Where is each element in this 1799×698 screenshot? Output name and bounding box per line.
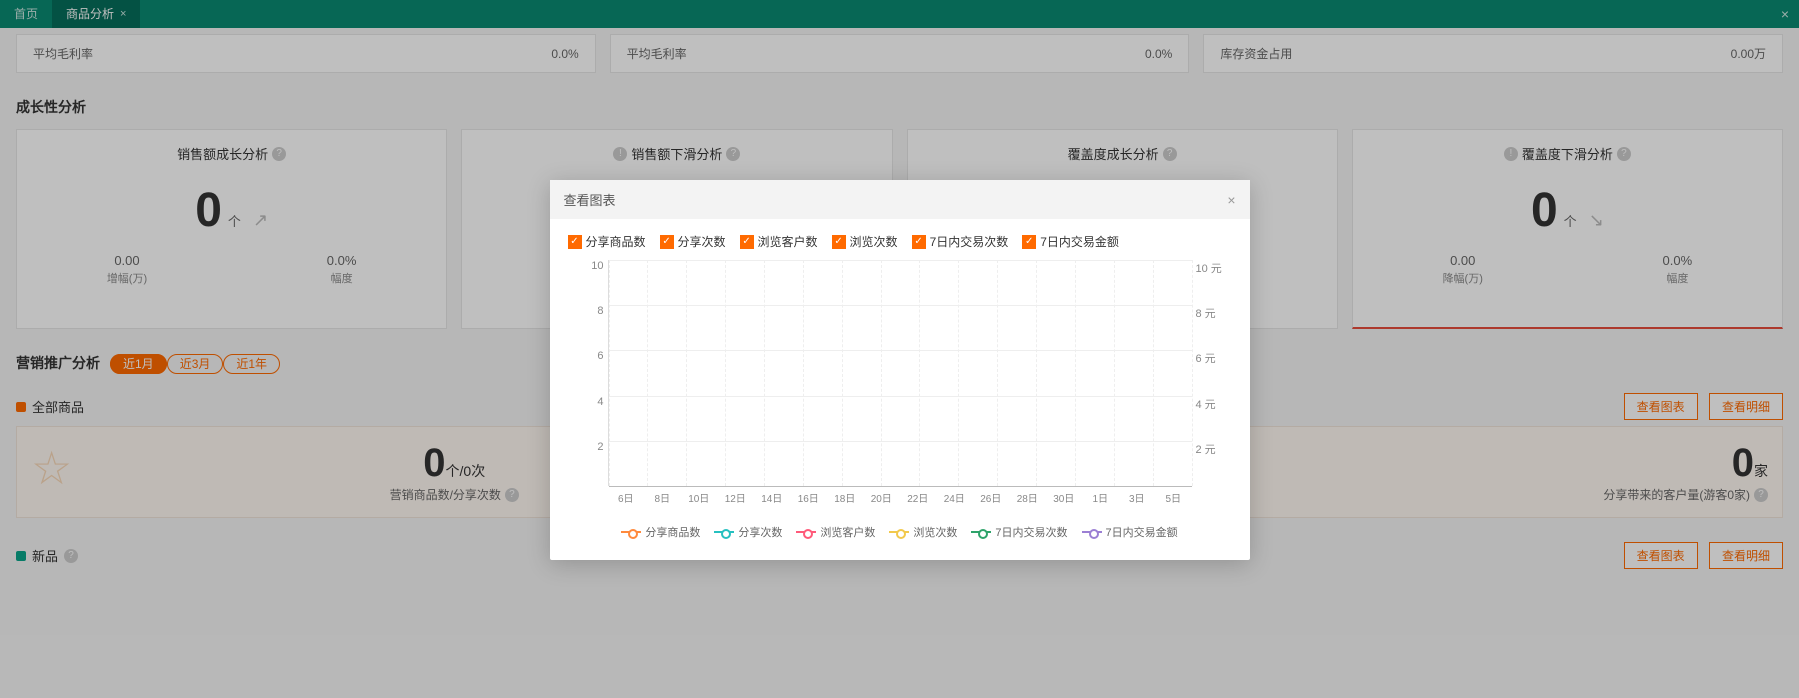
legend-label: 浏览客户数	[820, 524, 875, 540]
x-tick-label: 24日	[936, 490, 973, 510]
y-tick-label: 8 元	[1196, 305, 1232, 321]
x-tick-label: 8日	[644, 490, 681, 510]
checkbox-label: 7日内交易金额	[1040, 233, 1119, 250]
y-tick-label: 6 元	[1196, 350, 1232, 366]
checkbox-icon: ✓	[568, 235, 582, 249]
gridline	[764, 260, 765, 486]
y-tick-label: 4 元	[1196, 396, 1232, 412]
series-checkbox[interactable]: ✓ 分享次数	[660, 233, 726, 250]
gridline	[609, 260, 1192, 261]
checkbox-label: 浏览次数	[850, 233, 898, 250]
gridline	[725, 260, 726, 486]
checkbox-label: 7日内交易次数	[930, 233, 1009, 250]
gridline	[1153, 260, 1154, 486]
gridline	[919, 260, 920, 486]
y-tick-label: 10	[568, 260, 604, 272]
legend-swatch-icon	[971, 527, 991, 537]
x-tick-label: 1日	[1082, 490, 1119, 510]
gridline	[1036, 260, 1037, 486]
series-checkbox[interactable]: ✓ 浏览次数	[832, 233, 898, 250]
legend-label: 7日内交易次数	[995, 524, 1067, 540]
series-checkbox[interactable]: ✓ 7日内交易金额	[1022, 233, 1119, 250]
x-tick-label: 16日	[790, 490, 827, 510]
modal-header: 查看图表 ×	[550, 180, 1250, 219]
legend-label: 分享次数	[738, 524, 782, 540]
legend-label: 浏览次数	[913, 524, 957, 540]
legend-swatch-icon	[1082, 527, 1102, 537]
checkbox-label: 分享次数	[678, 233, 726, 250]
x-tick-label: 3日	[1119, 490, 1156, 510]
checkbox-icon: ✓	[1022, 235, 1036, 249]
gridline	[686, 260, 687, 486]
x-tick-label: 28日	[1009, 490, 1046, 510]
x-tick-label: 26日	[973, 490, 1010, 510]
gridline	[609, 305, 1192, 306]
close-icon[interactable]: ×	[1227, 192, 1235, 208]
line-chart: 10 8 6 4 2 10 元 8 元 6 元 4 元 2 元 6日8日10日12日14日16日…	[568, 260, 1232, 510]
legend-label: 7日内交易金额	[1106, 524, 1178, 540]
plot-area	[608, 260, 1192, 486]
legend-swatch-icon	[796, 527, 816, 537]
legend-swatch-icon	[621, 527, 641, 537]
legend-item[interactable]: 分享商品数	[621, 524, 700, 540]
modal-overlay[interactable]: 查看图表 × ✓ 分享商品数 ✓ 分享次数 ✓ 浏览客户数 ✓ 浏览次数 ✓ 7日内交易次数 ✓ 7日…	[0, 0, 1799, 698]
legend-swatch-icon	[714, 527, 734, 537]
gridline	[609, 396, 1192, 397]
y-axis-left: 10 8 6 4 2	[568, 260, 604, 486]
gridline	[1114, 260, 1115, 486]
gridline	[1192, 260, 1193, 486]
x-tick-label: 5日	[1155, 490, 1192, 510]
modal-title: 查看图表	[564, 190, 616, 209]
checkbox-label: 分享商品数	[586, 233, 646, 250]
checkbox-icon: ✓	[660, 235, 674, 249]
legend-label: 分享商品数	[645, 524, 700, 540]
series-checkbox[interactable]: ✓ 分享商品数	[568, 233, 646, 250]
checkbox-label: 浏览客户数	[758, 233, 818, 250]
gridline	[609, 441, 1192, 442]
y-tick-label: 2	[568, 441, 604, 453]
legend-item[interactable]: 7日内交易金额	[1082, 524, 1178, 540]
gridline	[997, 260, 998, 486]
legend-item[interactable]: 分享次数	[714, 524, 782, 540]
x-tick-label: 20日	[863, 490, 900, 510]
series-checkbox-row: ✓ 分享商品数 ✓ 分享次数 ✓ 浏览客户数 ✓ 浏览次数 ✓ 7日内交易次数 ✓ 7日内交易金额	[568, 233, 1232, 250]
gridline	[881, 260, 882, 486]
y-tick-label: 2 元	[1196, 441, 1232, 457]
gridline	[958, 260, 959, 486]
series-checkbox[interactable]: ✓ 7日内交易次数	[912, 233, 1009, 250]
chart-modal: 查看图表 × ✓ 分享商品数 ✓ 分享次数 ✓ 浏览客户数 ✓ 浏览次数 ✓ 7日内交易次数 ✓ 7日…	[550, 180, 1250, 560]
y-tick-label: 10 元	[1196, 260, 1232, 276]
legend-swatch-icon	[889, 527, 909, 537]
y-tick-label: 4	[568, 396, 604, 408]
y-tick-label: 6	[568, 350, 604, 362]
gridline	[842, 260, 843, 486]
checkbox-icon: ✓	[740, 235, 754, 249]
x-tick-label: 30日	[1046, 490, 1083, 510]
checkbox-icon: ✓	[832, 235, 846, 249]
gridline	[647, 260, 648, 486]
x-tick-label: 22日	[900, 490, 937, 510]
series-checkbox[interactable]: ✓ 浏览客户数	[740, 233, 818, 250]
x-axis: 6日8日10日12日14日16日18日20日22日24日26日28日30日1日3…	[608, 490, 1192, 510]
x-tick-label: 14日	[754, 490, 791, 510]
x-tick-label: 10日	[681, 490, 718, 510]
checkbox-icon: ✓	[912, 235, 926, 249]
x-tick-label: 6日	[608, 490, 645, 510]
gridline	[609, 350, 1192, 351]
gridline	[609, 260, 610, 486]
y-axis-right: 10 元 8 元 6 元 4 元 2 元	[1196, 260, 1232, 486]
gridline	[803, 260, 804, 486]
chart-legend: 分享商品数 分享次数 浏览客户数 浏览次数 7日内交易次数 7日内交易金额	[568, 516, 1232, 554]
legend-item[interactable]: 浏览次数	[889, 524, 957, 540]
gridline	[609, 486, 1192, 487]
legend-item[interactable]: 7日内交易次数	[971, 524, 1067, 540]
gridline	[1075, 260, 1076, 486]
x-tick-label: 12日	[717, 490, 754, 510]
y-tick-label: 8	[568, 305, 604, 317]
legend-item[interactable]: 浏览客户数	[796, 524, 875, 540]
x-tick-label: 18日	[827, 490, 864, 510]
